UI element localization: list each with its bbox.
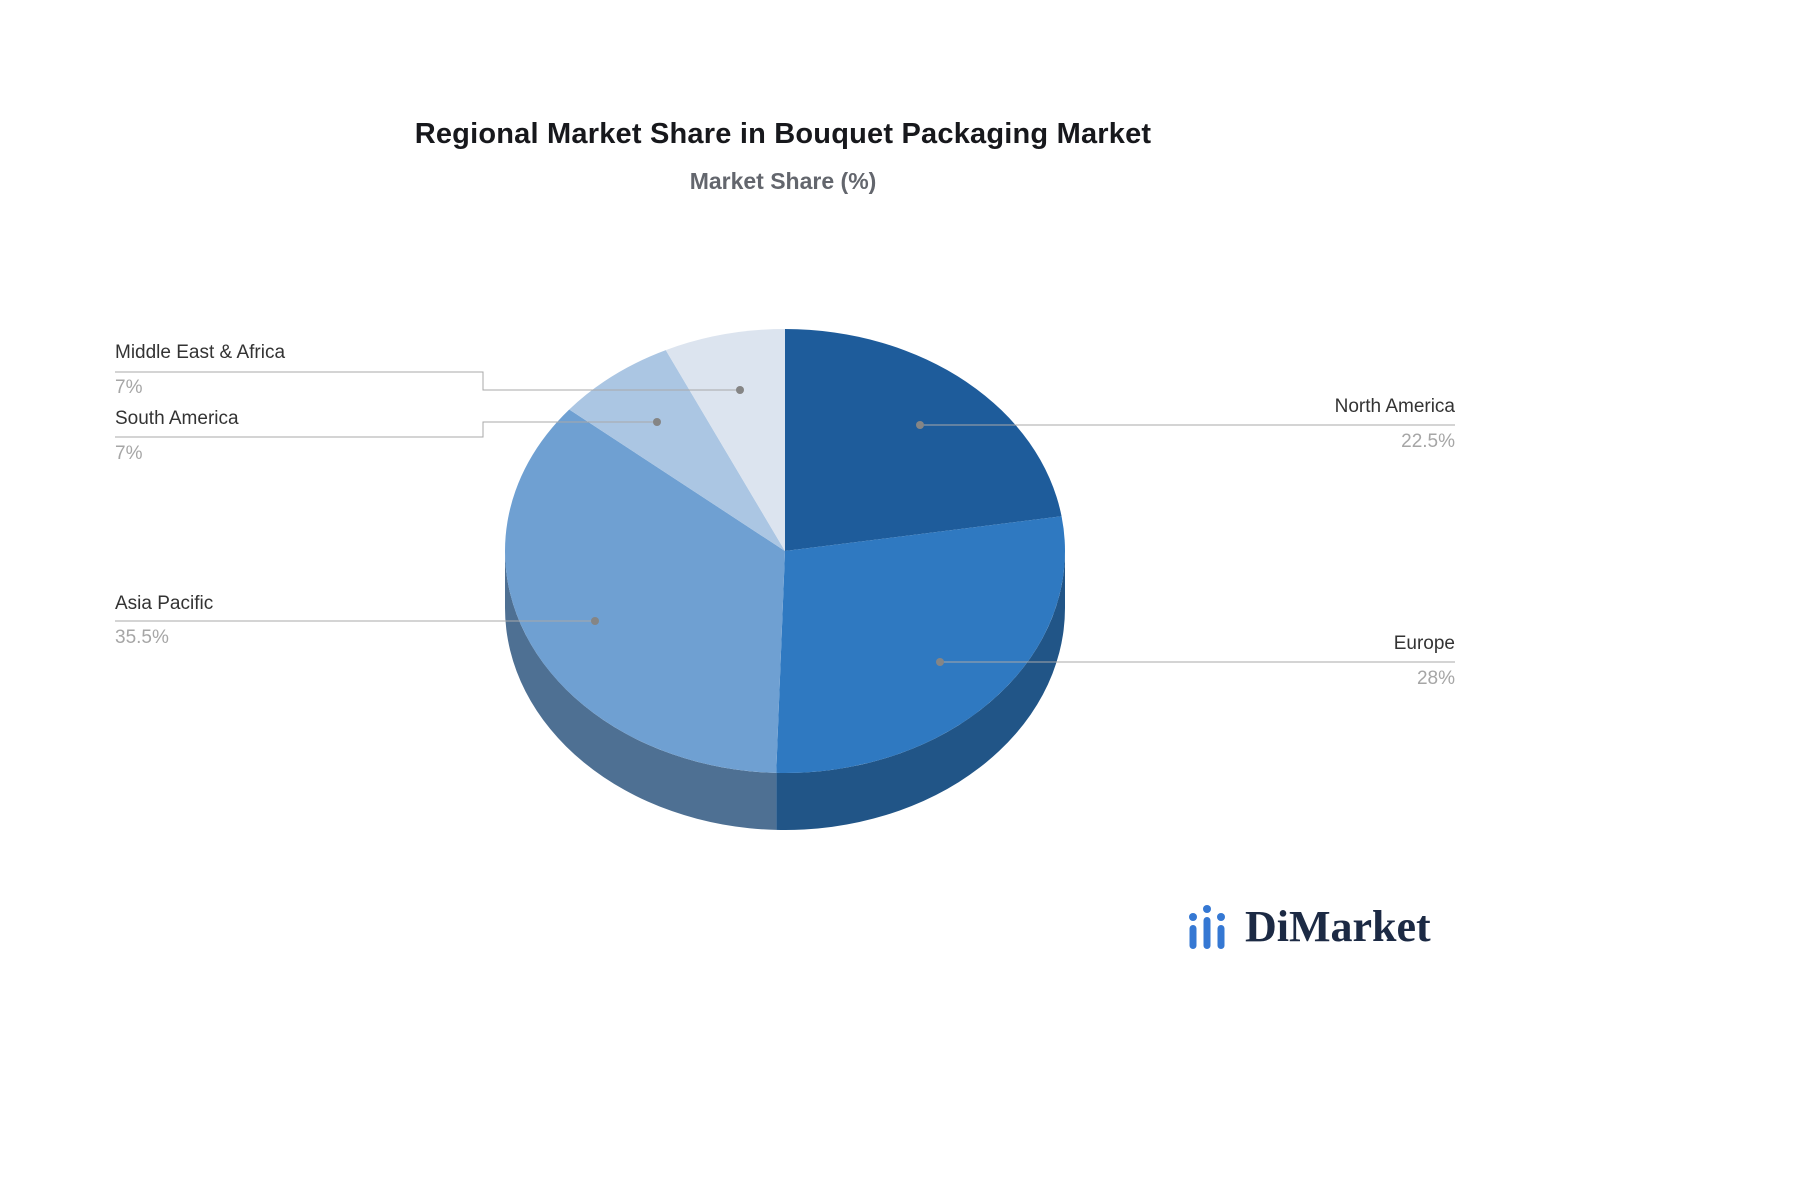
pie-slice-asia-pacific[interactable] [505, 409, 785, 773]
leader-dot-asia-pacific [591, 617, 599, 625]
leader-line-south-america [115, 421, 657, 438]
leader-dot-north-america [916, 421, 924, 429]
dimarket-logo-text: DiMarket [1245, 902, 1431, 951]
leader-dot-middle-east-africa [736, 386, 744, 394]
dimarket-logo: DiMarket [1185, 901, 1431, 953]
chart-subtitle: Market Share (%) [689, 168, 877, 194]
pie-slice-europe[interactable] [776, 516, 1065, 773]
leader-dot-south-america [653, 418, 661, 426]
bar-chart-logo-icon [1189, 905, 1225, 949]
pie-slice-north-america[interactable] [785, 329, 1062, 551]
pie-slice-side-asia-pacific [505, 551, 777, 830]
pie-slice-middle-east-africa[interactable] [665, 329, 785, 551]
leader-dot-europe [936, 658, 944, 666]
pie-slice-south-america[interactable] [569, 350, 785, 551]
chart-title: Regional Market Share in Bouquet Packagi… [414, 118, 1152, 150]
leader-line-middle-east-africa [115, 371, 740, 391]
pie-slice-side-europe [776, 551, 1065, 830]
